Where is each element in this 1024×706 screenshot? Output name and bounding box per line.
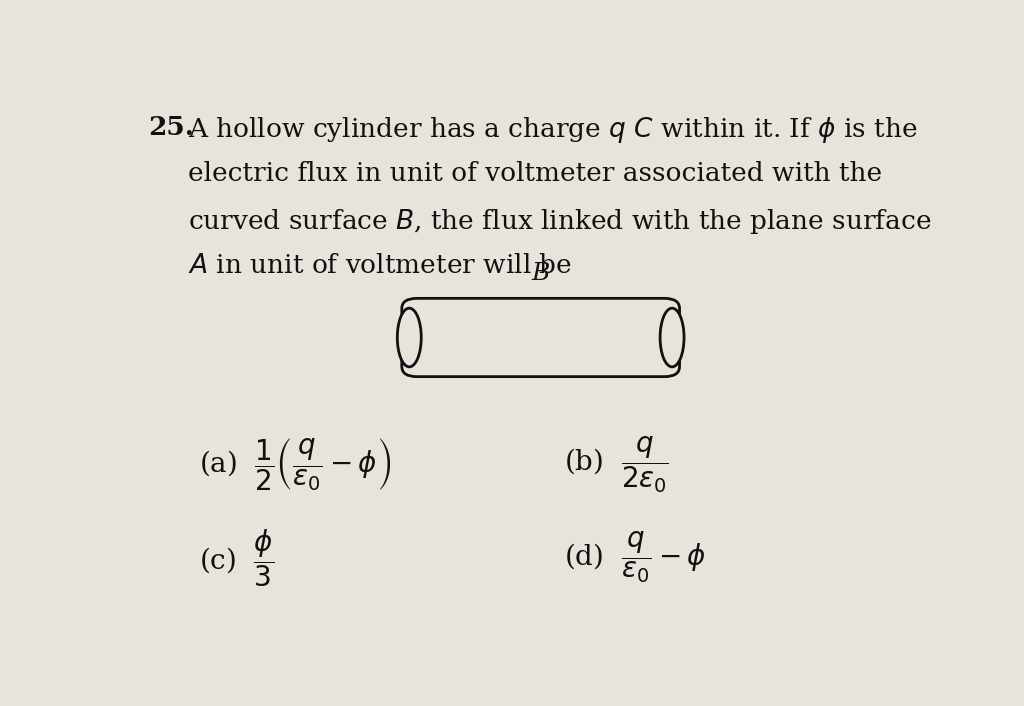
Text: electric flux in unit of voltmeter associated with the: electric flux in unit of voltmeter assoc… [187,161,882,186]
Text: 25.: 25. [147,114,194,140]
Text: (d)  $\dfrac{q}{\varepsilon_0}-\phi$: (d) $\dfrac{q}{\varepsilon_0}-\phi$ [564,530,707,585]
Ellipse shape [660,308,684,367]
Text: A: A [665,326,681,349]
Text: B: B [531,262,550,285]
Text: (b)  $\dfrac{q}{2\varepsilon_0}$: (b) $\dfrac{q}{2\varepsilon_0}$ [564,435,670,496]
Text: (a)  $\dfrac{1}{2}\left(\dfrac{q}{\varepsilon_0}-\phi\right)$: (a) $\dfrac{1}{2}\left(\dfrac{q}{\vareps… [200,437,392,493]
Text: (c)  $\dfrac{\phi}{3}$: (c) $\dfrac{\phi}{3}$ [200,527,274,589]
Text: A hollow cylinder has a charge $q$ $C$ within it. If $\phi$ is the: A hollow cylinder has a charge $q$ $C$ w… [187,114,918,145]
Text: $A$ in unit of voltmeter will be: $A$ in unit of voltmeter will be [187,253,571,278]
FancyBboxPatch shape [401,299,680,376]
Text: curved surface $B$, the flux linked with the plane surface: curved surface $B$, the flux linked with… [187,207,931,236]
Ellipse shape [397,308,421,367]
Text: C: C [400,326,417,349]
